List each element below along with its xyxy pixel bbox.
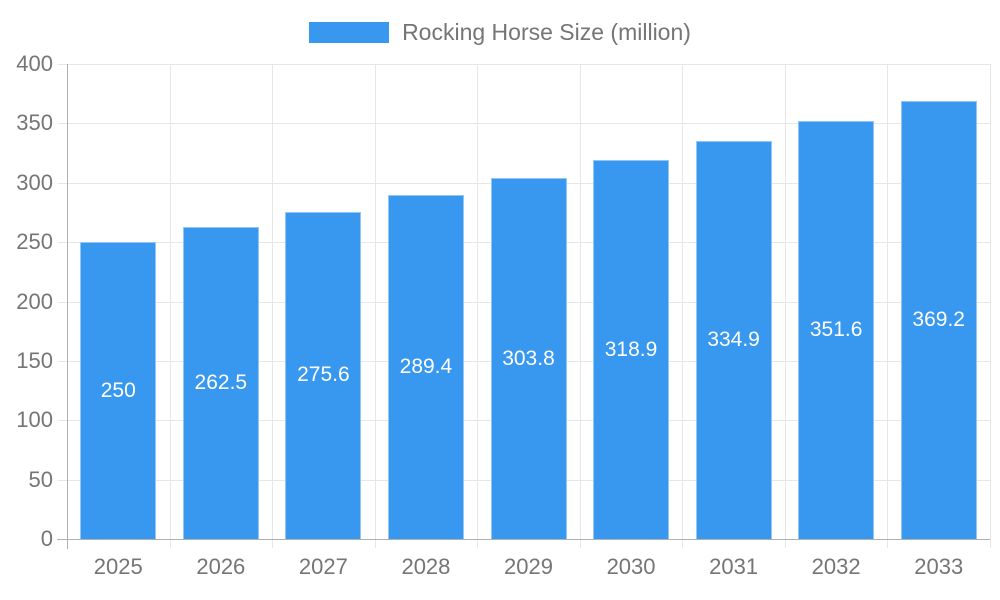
bar[interactable] <box>695 141 772 539</box>
bar[interactable] <box>490 178 567 539</box>
bar[interactable] <box>387 195 464 539</box>
x-gridline <box>272 64 274 548</box>
x-axis-tick-label: 2025 <box>93 554 143 579</box>
bar[interactable] <box>80 242 157 539</box>
y-axis-line <box>67 64 68 549</box>
x-gridline <box>374 64 376 548</box>
x-gridline <box>990 64 991 548</box>
bar[interactable] <box>900 100 977 539</box>
y-gridline <box>58 64 990 65</box>
y-axis-tick-label: 0 <box>40 526 53 551</box>
x-gridline <box>887 64 889 548</box>
x-axis-tick-label: 2030 <box>606 554 656 579</box>
y-axis-tick-label: 150 <box>16 347 53 373</box>
legend-swatch <box>309 21 390 43</box>
y-axis-tick-label: 300 <box>16 169 53 195</box>
legend-label: Rocking Horse Size (million) <box>402 18 691 45</box>
x-gridline <box>784 64 786 548</box>
x-axis-tick-label: 2028 <box>401 554 451 579</box>
x-gridline <box>579 64 581 548</box>
x-axis-tick-label: 2029 <box>504 554 553 579</box>
x-axis-tick-label: 2027 <box>298 554 348 579</box>
x-axis-tick-label: 2031 <box>709 554 759 579</box>
y-axis-tick-label: 200 <box>16 288 53 314</box>
x-gridline <box>477 64 479 548</box>
bar[interactable] <box>285 211 362 539</box>
x-gridline <box>682 64 684 548</box>
y-axis-tick-label: 100 <box>16 407 53 433</box>
bar[interactable] <box>182 227 259 539</box>
x-gridline <box>169 64 171 548</box>
y-axis-tick-label: 400 <box>16 51 53 76</box>
y-axis-tick-label: 350 <box>16 110 53 136</box>
bar[interactable] <box>798 121 875 539</box>
y-gridline <box>58 123 990 125</box>
legend[interactable]: Rocking Horse Size (million) <box>0 19 1000 45</box>
y-axis-tick-label: 250 <box>16 229 53 255</box>
x-axis-line <box>57 539 990 540</box>
x-axis-tick-label: 2032 <box>811 554 861 579</box>
y-axis-tick-label: 50 <box>28 466 53 492</box>
bar[interactable] <box>593 160 670 539</box>
x-axis-tick-label: 2033 <box>914 554 964 579</box>
x-axis-tick-label: 2026 <box>196 554 246 579</box>
